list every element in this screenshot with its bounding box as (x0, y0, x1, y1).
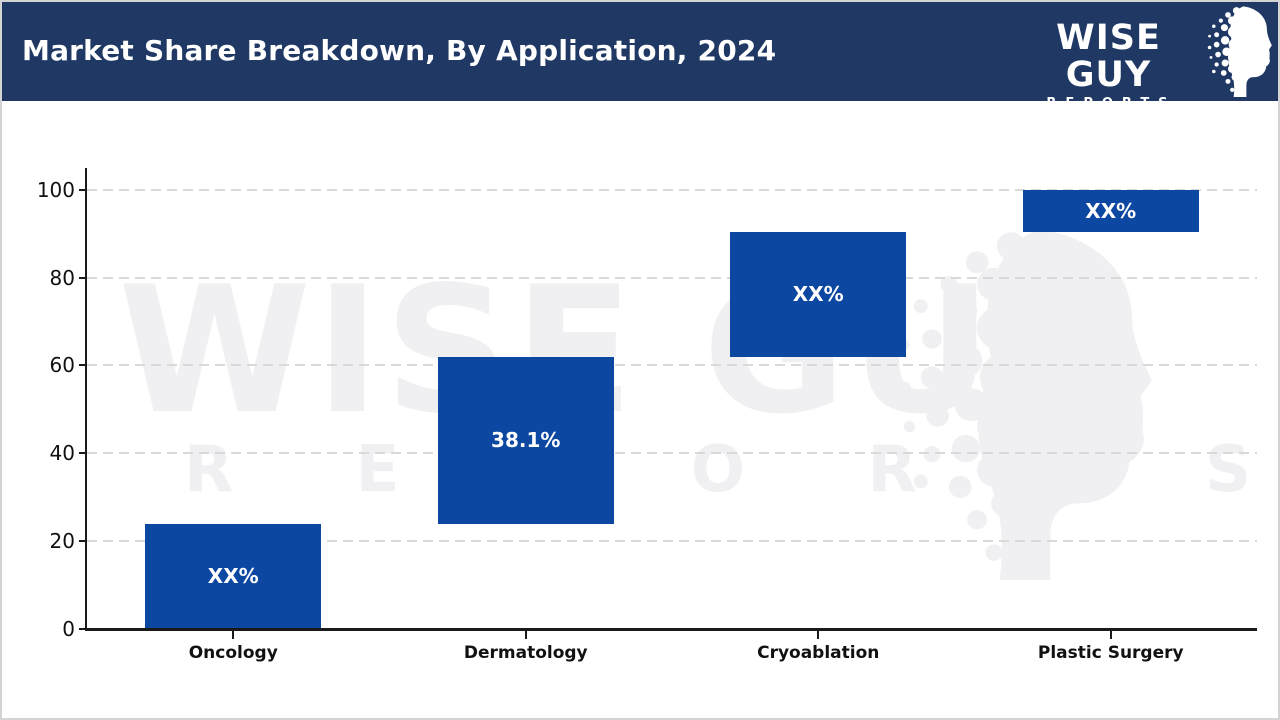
bar-dermatology: 38.1% (437, 356, 614, 524)
brand-face-icon (1207, 6, 1272, 97)
x-axis-category-label: Oncology (188, 642, 278, 663)
y-axis-line (84, 168, 87, 631)
brand-logo-text: WISE GUY REPORTS (1027, 20, 1190, 111)
x-axis-tick (817, 630, 820, 639)
y-axis-tick (79, 276, 87, 279)
y-gridline (87, 364, 1257, 367)
y-axis-tick-label: 0 (62, 616, 75, 641)
brand-name: WISE GUY (1056, 18, 1161, 95)
x-axis-line (84, 628, 1257, 631)
y-axis-tick (79, 364, 87, 367)
y-axis-tick-label: 40 (49, 441, 75, 466)
bar-cryoablation: XX% (730, 231, 907, 357)
y-axis-tick-label: 100 (36, 178, 75, 202)
brand-logo: WISE GUY REPORTS (1027, 2, 1278, 111)
bar-plastic-surgery: XX% (1022, 190, 1199, 232)
brand-subname: REPORTS (1046, 95, 1177, 111)
y-axis-tick (79, 452, 87, 455)
x-axis-category-label: Cryoablation (757, 642, 880, 663)
y-gridline (87, 452, 1257, 455)
x-axis-tick (1109, 630, 1112, 639)
y-axis-tick (79, 627, 87, 630)
header-bar: Market Share Breakdown, By Application, … (2, 2, 1278, 111)
watermark-face-icon (896, 229, 1152, 580)
bar-value-label: 38.1% (491, 428, 561, 453)
bar-value-label: XX% (1085, 198, 1137, 223)
bar-value-label: XX% (207, 564, 259, 589)
bar-value-label: XX% (792, 282, 844, 307)
bar-oncology: XX% (145, 523, 322, 629)
y-axis-tick (79, 539, 87, 542)
y-gridline (87, 189, 1257, 191)
y-axis-tick-label: 60 (49, 353, 75, 378)
x-axis-category-label: Dermatology (463, 642, 588, 663)
x-axis-tick (232, 630, 235, 639)
y-axis-tick-label: 80 (49, 265, 75, 290)
y-axis-tick (79, 189, 87, 191)
chart-title: Market Share Breakdown, By Application, … (22, 34, 777, 67)
x-axis-tick (524, 630, 527, 639)
y-gridline (87, 539, 1257, 542)
y-gridline (87, 276, 1257, 279)
y-axis-tick-label: 20 (49, 528, 75, 553)
x-axis-category-label: Plastic Surgery (1037, 642, 1184, 663)
